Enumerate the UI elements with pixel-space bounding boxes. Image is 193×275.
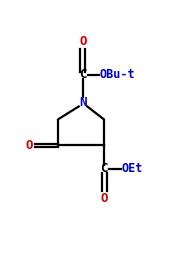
Text: C: C [79,68,87,81]
Text: N: N [79,96,87,109]
Text: OEt: OEt [121,163,143,175]
Text: OBu-t: OBu-t [100,68,136,81]
Text: O: O [79,35,87,48]
Text: O: O [25,139,33,152]
Text: C: C [101,163,108,175]
Text: O: O [101,192,108,205]
